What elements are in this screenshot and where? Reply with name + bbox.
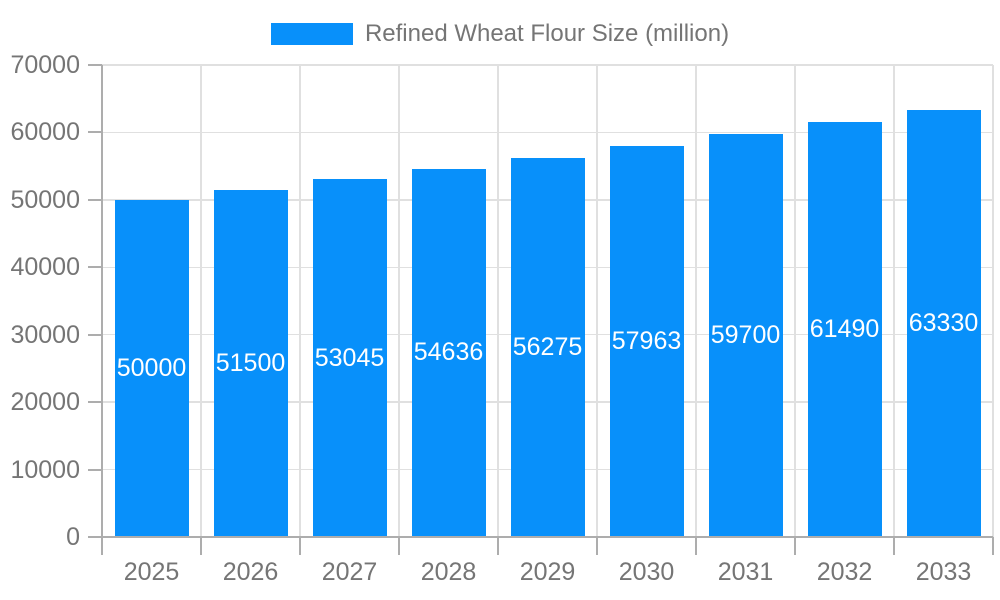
y-axis-tick-label: 0 [66,523,80,551]
x-axis-tick [695,537,697,555]
bar-value-label: 51500 [215,348,286,377]
x-axis-tick [893,537,895,555]
bar-2026[interactable]: 51500 [213,189,288,537]
bar-value-label: 56275 [512,332,583,361]
bar-2032[interactable]: 61490 [807,122,882,537]
x-gridline [893,65,895,537]
y-gridline [102,64,993,66]
y-axis-tick-label: 40000 [10,253,80,282]
bar-value-label: 54636 [413,338,484,367]
x-axis-tick-label: 2028 [420,558,477,586]
bar-2030[interactable]: 57963 [609,146,684,537]
bar-value-label: 63330 [908,308,979,337]
x-gridline [497,65,499,537]
x-axis-tick [992,537,994,555]
legend-swatch [270,23,353,45]
y-axis-tick-label: 10000 [10,455,80,484]
bar-value-label: 53045 [314,343,385,372]
x-gridline [794,65,796,537]
y-axis-tick-label: 20000 [10,388,80,417]
bar-2025[interactable]: 50000 [114,199,189,537]
y-axis-tick [88,131,102,134]
y-axis-tick [88,333,102,336]
x-axis-tick [299,537,301,555]
x-axis-tick-label: 2025 [123,558,180,586]
y-axis-line [101,65,103,555]
x-axis-tick [497,537,499,555]
x-axis-tick-label: 2030 [618,558,675,586]
x-gridline [992,65,994,537]
y-axis-tick-label: 30000 [10,320,80,349]
bar-2028[interactable]: 54636 [411,168,486,537]
y-axis-tick-label: 60000 [10,118,80,147]
x-axis-tick [200,537,202,555]
x-axis-tick [398,537,400,555]
bar-2033[interactable]: 63330 [906,109,981,537]
bar-2031[interactable]: 59700 [708,134,783,537]
bar-value-label: 50000 [116,353,187,382]
y-axis-tick-label: 70000 [10,51,80,79]
x-axis-tick [596,537,598,555]
legend-label: Refined Wheat Flour Size (million) [364,20,730,47]
y-axis-tick [88,468,102,471]
x-gridline [695,65,697,537]
x-gridline [596,65,598,537]
x-axis-tick-label: 2033 [915,558,972,586]
legend[interactable]: Refined Wheat Flour Size (million) [0,14,1000,54]
y-axis-tick [88,198,102,201]
x-axis-tick [794,537,796,555]
y-axis-tick [88,64,102,66]
y-gridline [102,131,993,134]
x-axis-tick-label: 2031 [717,558,774,586]
x-gridline [299,65,301,537]
bar-value-label: 61490 [809,315,880,344]
x-axis-tick-label: 2027 [321,558,378,586]
y-axis-tick [88,401,102,404]
bar-2029[interactable]: 56275 [510,157,585,537]
bar-value-label: 57963 [611,327,682,356]
x-gridline [398,65,400,537]
x-axis-tick-label: 2026 [222,558,279,586]
y-axis-tick-label: 50000 [10,185,80,214]
bar-2027[interactable]: 53045 [312,179,387,537]
x-axis-line [88,536,993,538]
x-axis-tick-label: 2032 [816,558,873,586]
x-axis-tick [101,537,103,555]
y-axis-tick [88,266,102,269]
x-axis-tick-label: 2029 [519,558,576,586]
x-gridline [200,65,202,537]
bar-value-label: 59700 [710,321,781,350]
